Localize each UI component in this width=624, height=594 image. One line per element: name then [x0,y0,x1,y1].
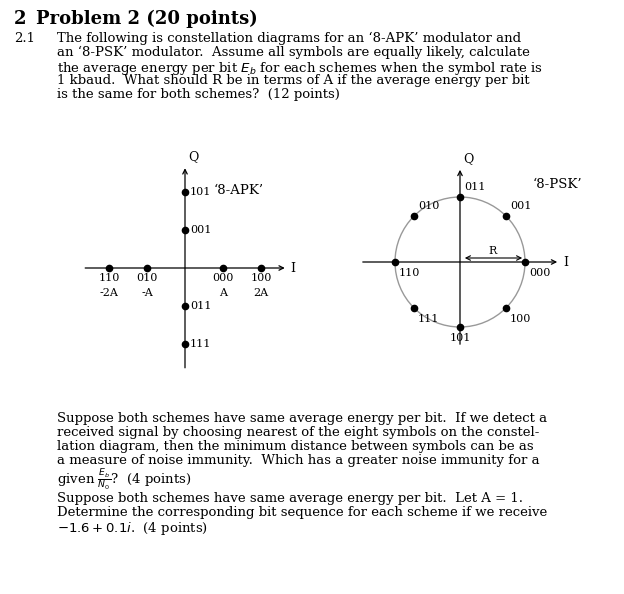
Text: I: I [291,263,296,276]
Text: a measure of noise immunity.  Which has a greater noise immunity for a: a measure of noise immunity. Which has a… [57,454,540,467]
Text: 100: 100 [250,273,271,283]
Text: 000: 000 [529,268,550,278]
Text: 001: 001 [510,201,532,211]
Text: given $\frac{E_b}{N_0}$?  (4 points): given $\frac{E_b}{N_0}$? (4 points) [57,468,192,493]
Text: 001: 001 [190,225,212,235]
Text: 2: 2 [14,10,26,28]
Text: 000: 000 [212,273,233,283]
Text: Q: Q [463,152,474,165]
Text: received signal by choosing nearest of the eight symbols on the constel-: received signal by choosing nearest of t… [57,426,539,439]
Text: -2A: -2A [100,288,119,298]
Text: The following is constellation diagrams for an ‘8-APK’ modulator and: The following is constellation diagrams … [57,32,521,45]
Text: 110: 110 [99,273,120,283]
Text: 011: 011 [190,301,212,311]
Text: is the same for both schemes?  (12 points): is the same for both schemes? (12 points… [57,88,340,101]
Text: 101: 101 [449,333,470,343]
Text: I: I [563,257,568,270]
Text: -A: -A [141,288,153,298]
Text: the average energy per bit $E_b$ for each schemes when the symbol rate is: the average energy per bit $E_b$ for eac… [57,60,543,77]
Text: 101: 101 [190,187,212,197]
Text: $-1.6 + 0.1i$.  (4 points): $-1.6 + 0.1i$. (4 points) [57,520,208,537]
Text: A: A [219,288,227,298]
Text: 2.1: 2.1 [14,32,35,45]
Text: 1 kbaud.  What should R be in terms of A if the average energy per bit: 1 kbaud. What should R be in terms of A … [57,74,530,87]
Text: Problem 2 (20 points): Problem 2 (20 points) [36,10,258,29]
Text: ‘8-APK’: ‘8-APK’ [214,185,264,197]
Text: lation diagram, then the minimum distance between symbols can be as: lation diagram, then the minimum distanc… [57,440,534,453]
Text: Suppose both schemes have same average energy per bit.  If we detect a: Suppose both schemes have same average e… [57,412,547,425]
Text: ‘8-PSK’: ‘8-PSK’ [533,179,583,191]
Text: Suppose both schemes have same average energy per bit.  Let A = 1.: Suppose both schemes have same average e… [57,492,523,505]
Text: 010: 010 [136,273,158,283]
Text: 010: 010 [418,201,439,211]
Text: 2A: 2A [253,288,268,298]
Text: 111: 111 [190,339,212,349]
Text: Determine the corresponding bit sequence for each scheme if we receive: Determine the corresponding bit sequence… [57,506,547,519]
Text: 110: 110 [399,268,421,278]
Text: 111: 111 [418,314,439,324]
Text: an ‘8-PSK’ modulator.  Assume all symbols are equally likely, calculate: an ‘8-PSK’ modulator. Assume all symbols… [57,46,530,59]
Text: 011: 011 [464,182,485,192]
Text: R: R [489,246,497,256]
Text: 100: 100 [510,314,532,324]
Text: Q: Q [188,150,198,163]
